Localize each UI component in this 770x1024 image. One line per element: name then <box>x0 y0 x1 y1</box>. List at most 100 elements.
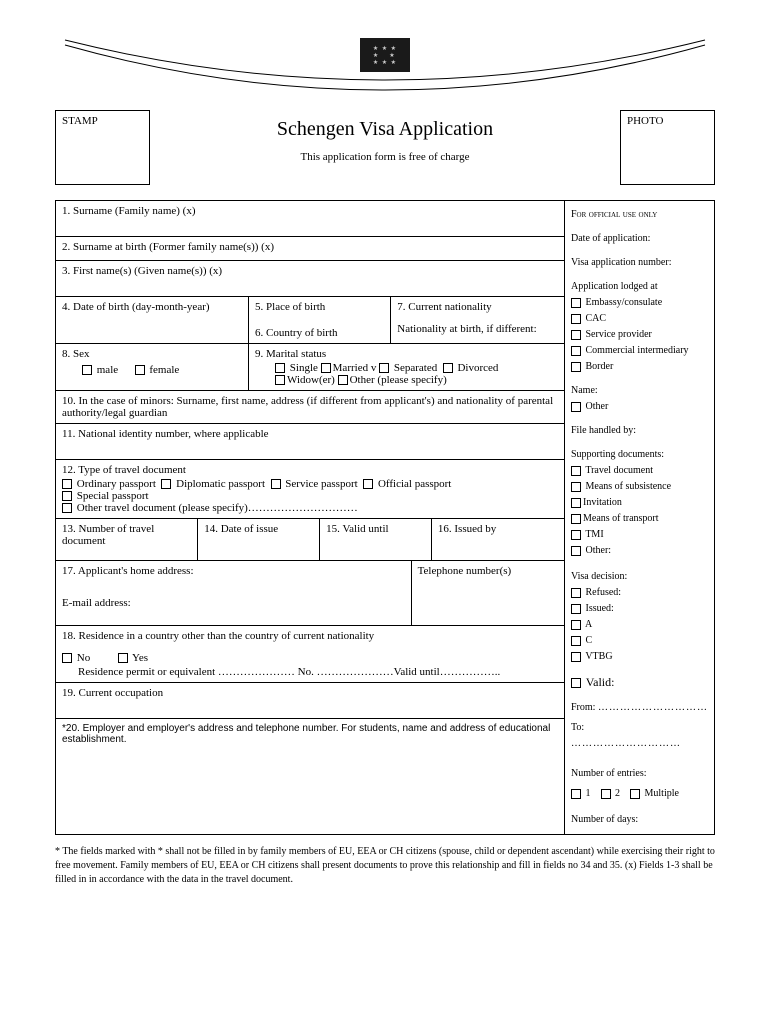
field-travel-doc[interactable]: 12. Type of travel document Ordinary pas… <box>56 460 564 519</box>
field-employer[interactable]: *20. Employer and employer's address and… <box>56 719 564 789</box>
field-17-email-label: E-mail address: <box>62 597 405 609</box>
checkbox-separated[interactable] <box>379 363 389 373</box>
checkbox-special[interactable] <box>62 491 72 501</box>
field-date-issue[interactable]: 14. Date of issue <box>198 519 320 560</box>
field-identity[interactable]: 11. National identity number, where appl… <box>56 424 564 460</box>
field-6-label: 6. Country of birth <box>255 327 384 339</box>
field-4-label: 4. Date of birth (day-month-year) <box>62 301 210 313</box>
entries-multi: Multiple <box>645 788 679 799</box>
field-birthplace[interactable]: 5. Place of birth 6. Country of birth <box>249 297 391 343</box>
field-1-label: 1. Surname (Family name) (x) <box>62 205 196 217</box>
checkbox-sup-transport[interactable] <box>571 514 581 524</box>
checkbox-other-lodged[interactable] <box>571 402 581 412</box>
checkbox-doc-other[interactable] <box>62 503 72 513</box>
field-home-address[interactable]: 17. Applicant's home address: E-mail add… <box>56 561 412 625</box>
checkbox-a[interactable] <box>571 620 581 630</box>
checkbox-res-yes[interactable] <box>118 653 128 663</box>
lodged-border: Border <box>586 361 614 372</box>
checkbox-e1[interactable] <box>571 789 581 799</box>
checkbox-married[interactable] <box>321 363 331 373</box>
checkbox-vtbg[interactable] <box>571 652 581 662</box>
official-entries: Number of entries: <box>571 766 708 782</box>
dec-refused: Refused: <box>586 587 622 598</box>
checkbox-border[interactable] <box>571 362 581 372</box>
checkbox-serviceprov[interactable] <box>571 330 581 340</box>
field-telephone[interactable]: Telephone number(s) <box>412 561 564 625</box>
checkbox-embassy[interactable] <box>571 298 581 308</box>
field-firstname[interactable]: 3. First name(s) (Given name(s)) (x) <box>56 261 564 297</box>
field-residence[interactable]: 18. Residence in a country other than th… <box>56 626 564 683</box>
field-dob[interactable]: 4. Date of birth (day-month-year) <box>56 297 249 343</box>
header-row: STAMP Schengen Visa Application This app… <box>55 110 715 185</box>
official-header: For official use only <box>571 207 708 223</box>
checkbox-service[interactable] <box>271 479 281 489</box>
lodged-commercial: Commercial intermediary <box>586 345 689 356</box>
field-occupation[interactable]: 19. Current occupation <box>56 683 564 719</box>
checkbox-divorced[interactable] <box>443 363 453 373</box>
field-5-label: 5. Place of birth <box>255 301 384 313</box>
footnote: * The fields marked with * shall not be … <box>55 845 715 887</box>
field-issued-by[interactable]: 16. Issued by <box>432 519 564 560</box>
checkbox-c[interactable] <box>571 636 581 646</box>
sup-transport: Means of transport <box>583 513 659 524</box>
sup-invite: Invitation <box>583 497 622 508</box>
checkbox-female[interactable] <box>135 365 145 375</box>
marital-widow: Widow(er) <box>287 374 335 386</box>
official-date: Date of application: <box>571 231 708 247</box>
checkbox-widow[interactable] <box>275 375 285 385</box>
checkbox-sup-tmi[interactable] <box>571 530 581 540</box>
field-18-permit: Residence permit or equivalent ………………… N… <box>62 666 558 678</box>
marital-single: Single <box>290 362 318 374</box>
checkbox-emulti[interactable] <box>630 789 640 799</box>
checkbox-sup-subsist[interactable] <box>571 482 581 492</box>
checkbox-refused[interactable] <box>571 588 581 598</box>
doc-diplomatic: Diplomatic passport <box>176 478 265 490</box>
sup-subsist: Means of subsistence <box>586 481 672 492</box>
field-16-label: 16. Issued by <box>438 523 496 535</box>
dots-to: ………………………… <box>571 738 681 749</box>
checkbox-ordinary[interactable] <box>62 479 72 489</box>
field-surname-birth[interactable]: 2. Surname at birth (Former family name(… <box>56 237 564 261</box>
field-18-label: 18. Residence in a country other than th… <box>62 630 558 642</box>
checkbox-e2[interactable] <box>601 789 611 799</box>
marital-other: Other (please specify) <box>350 374 447 386</box>
lodged-other: Other <box>586 401 609 412</box>
field-doc-number[interactable]: 13. Number of travel document <box>56 519 198 560</box>
official-visa-num: Visa application number: <box>571 255 708 271</box>
field-valid-until[interactable]: 15. Valid until <box>320 519 432 560</box>
checkbox-cac[interactable] <box>571 314 581 324</box>
checkbox-sup-travel[interactable] <box>571 466 581 476</box>
doc-other: Other travel document (please specify)……… <box>77 502 358 514</box>
checkbox-diplomatic[interactable] <box>161 479 171 489</box>
page-title: Schengen Visa Application <box>150 118 620 141</box>
checkbox-valid[interactable] <box>571 678 581 688</box>
checkbox-marital-other[interactable] <box>338 375 348 385</box>
official-supporting: Supporting documents: <box>571 447 708 463</box>
sup-other: Other: <box>586 545 612 556</box>
official-lodged: Application lodged at <box>571 279 708 295</box>
checkbox-official[interactable] <box>363 479 373 489</box>
dots-from: ………………………… <box>598 702 708 713</box>
checkbox-single[interactable] <box>275 363 285 373</box>
field-3-label: 3. First name(s) (Given name(s)) (x) <box>62 265 222 277</box>
checkbox-res-no[interactable] <box>62 653 72 663</box>
field-sex[interactable]: 8. Sex male female <box>56 344 249 390</box>
field-surname[interactable]: 1. Surname (Family name) (x) <box>56 201 564 237</box>
checkbox-sup-invite[interactable] <box>571 498 581 508</box>
row-4-7: 4. Date of birth (day-month-year) 5. Pla… <box>56 297 564 344</box>
checkbox-commercial[interactable] <box>571 346 581 356</box>
doc-ordinary: Ordinary passport <box>77 478 156 490</box>
field-11-label: 11. National identity number, where appl… <box>62 428 269 440</box>
official-decision: Visa decision: <box>571 569 708 585</box>
field-minors[interactable]: 10. In the case of minors: Surname, firs… <box>56 391 564 424</box>
main-column: 1. Surname (Family name) (x) 2. Surname … <box>56 201 564 834</box>
checkbox-issued[interactable] <box>571 604 581 614</box>
checkbox-sup-other[interactable] <box>571 546 581 556</box>
field-nationality[interactable]: 7. Current nationality Nationality at bi… <box>391 297 564 343</box>
field-marital[interactable]: 9. Marital status Single Married v Separ… <box>249 344 564 390</box>
res-yes: Yes <box>132 652 148 664</box>
dec-a: A <box>585 619 592 630</box>
checkbox-male[interactable] <box>82 365 92 375</box>
dec-c: C <box>586 635 593 646</box>
valid-to: To: <box>571 722 584 733</box>
